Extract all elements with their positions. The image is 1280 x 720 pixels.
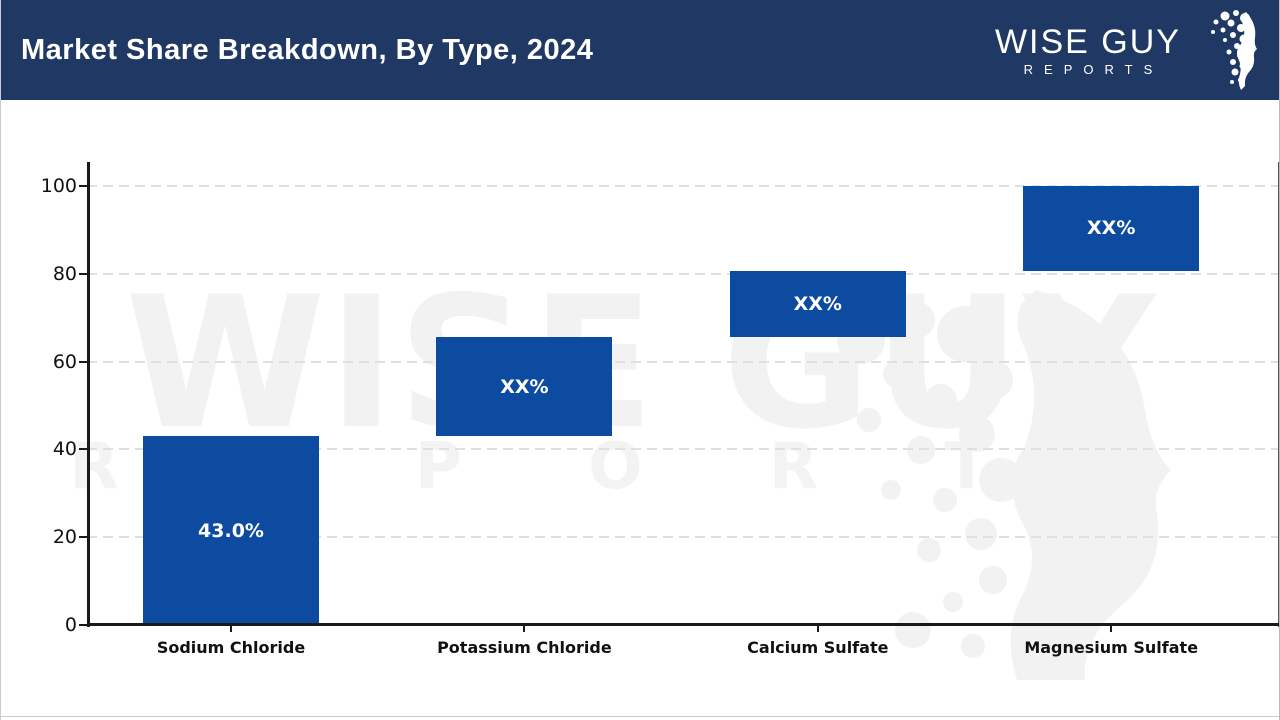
y-axis-line [87,162,90,627]
bar-value-label: XX% [500,375,549,398]
bar-value-label: XX% [793,293,842,316]
y-tick [79,272,87,275]
bar-calcium-sulfate: XX% [729,270,906,338]
plot-right-border [1277,162,1279,627]
x-tick [230,625,232,632]
x-category-label: Sodium Chloride [156,638,306,657]
logo-reports-label: REPORTS [1023,61,1164,77]
bar-value-label: 43.0% [198,519,264,542]
header: Market Share Breakdown, By Type, 2024 WI… [1,0,1279,100]
card-bottom-border [1,716,1279,717]
bar-potassium-chloride: XX% [436,337,613,437]
wiseguy-head-icon [1211,10,1257,90]
wiseguy-logo-text: WISE GUY REPORTS [995,24,1181,77]
x-category-label: Magnesium Sulfate [1024,638,1199,657]
bar-value-label: XX% [1087,217,1136,240]
y-tick-label: 40 [52,438,77,461]
y-tick-label: 80 [52,262,77,285]
chart-area: WISE GUY R E P O R T S 0 20 40 60 80 100 43.0%… [1,100,1279,716]
y-tick [79,448,87,451]
logo-wiseguy-label: WISE GUY [994,22,1181,61]
x-category-label: Potassium Chloride [437,638,612,657]
gridline-20 [87,536,1279,539]
y-tick-label: 100 [40,175,77,197]
wiseguy-head-watermark [837,290,1171,680]
y-tick-label: 20 [52,526,77,549]
y-tick [79,185,87,187]
bar-sodium-chloride: 43.0% [143,436,319,625]
bar-magnesium-sulfate: XX% [1023,186,1200,271]
x-tick [816,625,819,632]
gridline-60 [87,360,1279,363]
x-tick [523,625,526,632]
y-tick [79,360,87,363]
x-category-label: Calcium Sulfate [747,638,889,657]
gridline-100 [87,185,1279,187]
y-tick-label: 60 [52,350,77,373]
y-tick [79,624,87,626]
x-tick [1110,625,1113,632]
gridline-80 [87,272,1279,275]
wiseguy-logo: WISE GUY REPORTS [995,8,1257,92]
x-axis-line [87,623,1279,626]
y-tick-label: 0 [64,614,77,636]
page-title: Market Share Breakdown, By Type, 2024 [21,33,594,66]
y-tick [79,536,87,539]
gridline-40 [87,448,1279,451]
